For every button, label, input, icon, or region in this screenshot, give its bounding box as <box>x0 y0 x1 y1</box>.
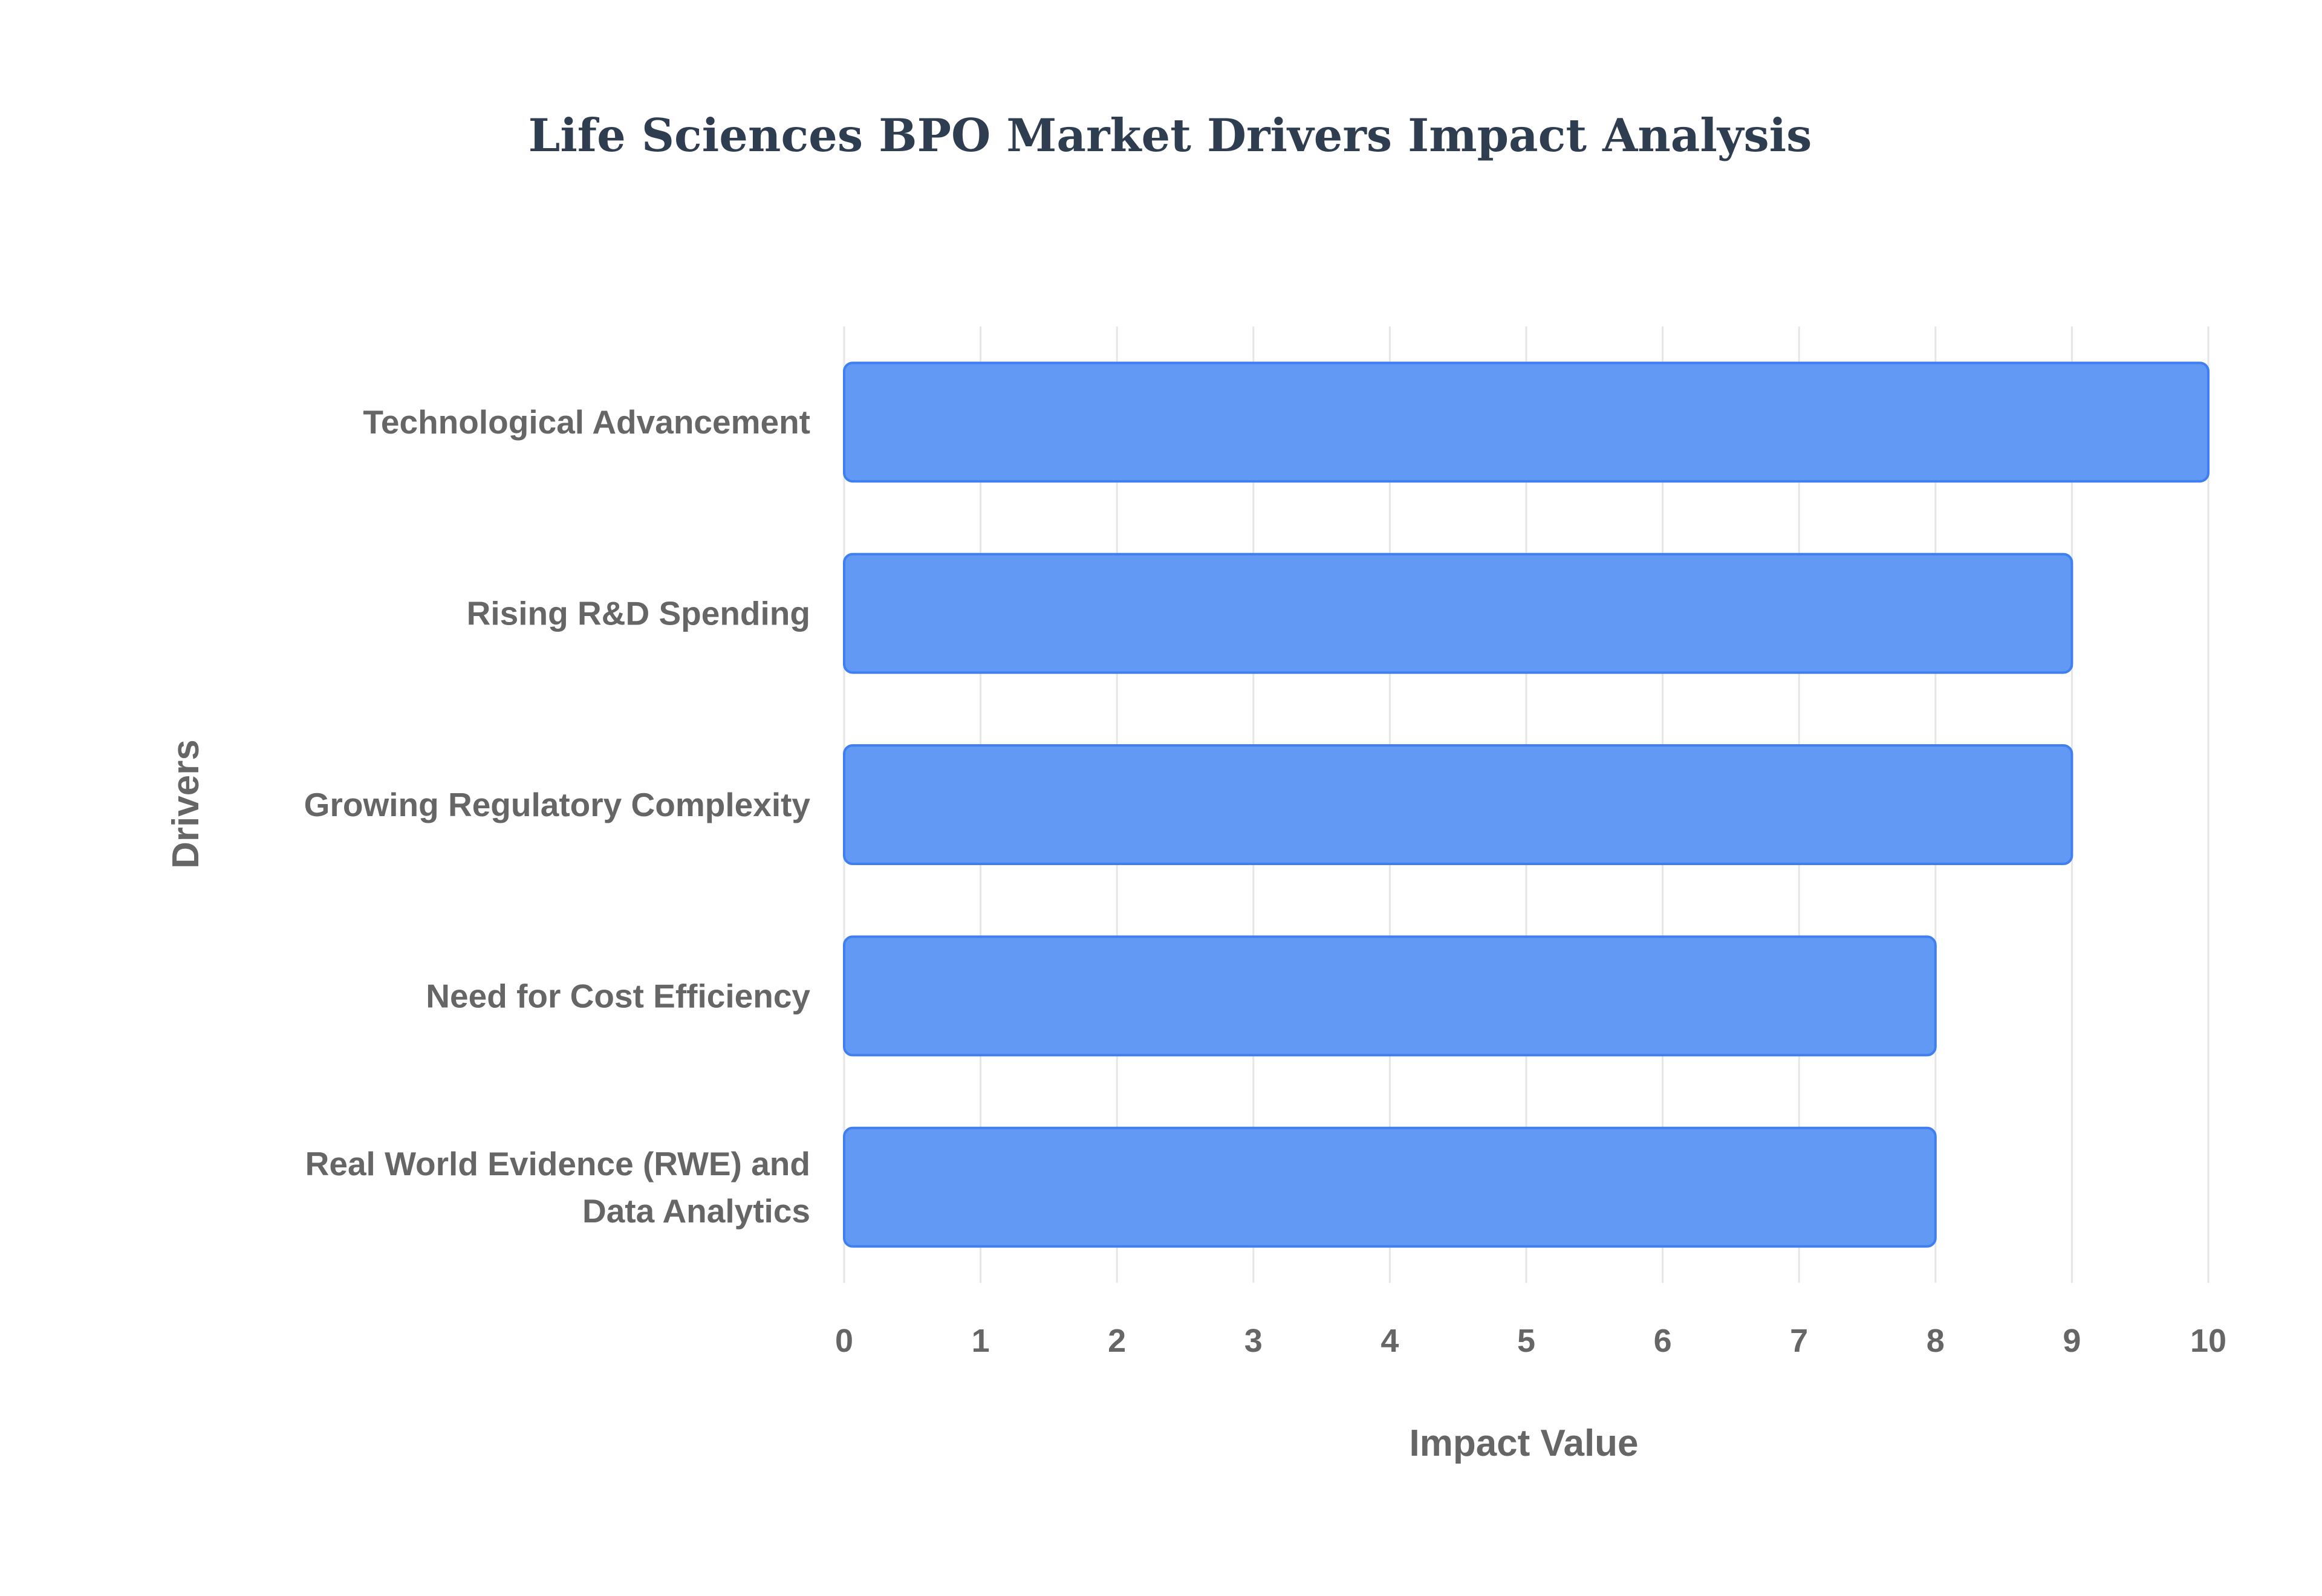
y-axis-categories: Technological Advancement Rising R&D Spen… <box>304 403 811 1230</box>
category-label: Growing Regulatory Complexity <box>304 786 811 823</box>
x-axis-ticks: 0 1 2 3 4 5 6 7 8 9 10 <box>835 1323 2226 1359</box>
x-tick-label: 6 <box>1654 1323 1672 1359</box>
x-tick-label: 3 <box>1244 1323 1263 1359</box>
category-label: Rising R&D Spending <box>467 595 810 632</box>
bar[interactable] <box>843 553 2073 674</box>
bar[interactable] <box>843 362 2210 483</box>
x-tick-label: 0 <box>835 1323 853 1359</box>
bar[interactable] <box>843 935 1937 1057</box>
x-tick-label: 1 <box>972 1323 990 1359</box>
x-tick-label: 9 <box>2063 1323 2081 1359</box>
category-label: Need for Cost Efficiency <box>426 977 810 1014</box>
x-tick-label: 7 <box>1790 1323 1808 1359</box>
bar[interactable] <box>843 744 2073 865</box>
chart-title: Life Sciences BPO Market Drivers Impact … <box>528 109 1812 162</box>
x-tick-label: 8 <box>1927 1323 1945 1359</box>
category-label: Technological Advancement <box>363 403 810 441</box>
x-tick-label: 2 <box>1108 1323 1126 1359</box>
bars <box>843 362 2210 1248</box>
category-label: Real World Evidence (RWE) and Data Analyt… <box>305 1145 810 1230</box>
x-tick-label: 4 <box>1381 1323 1399 1359</box>
x-tick-label: 5 <box>1517 1323 1535 1359</box>
x-tick-label: 10 <box>2190 1323 2226 1359</box>
bar[interactable] <box>843 1126 1937 1248</box>
x-axis-title: Impact Value <box>1409 1422 1638 1464</box>
y-axis-title: Drivers <box>165 739 207 869</box>
